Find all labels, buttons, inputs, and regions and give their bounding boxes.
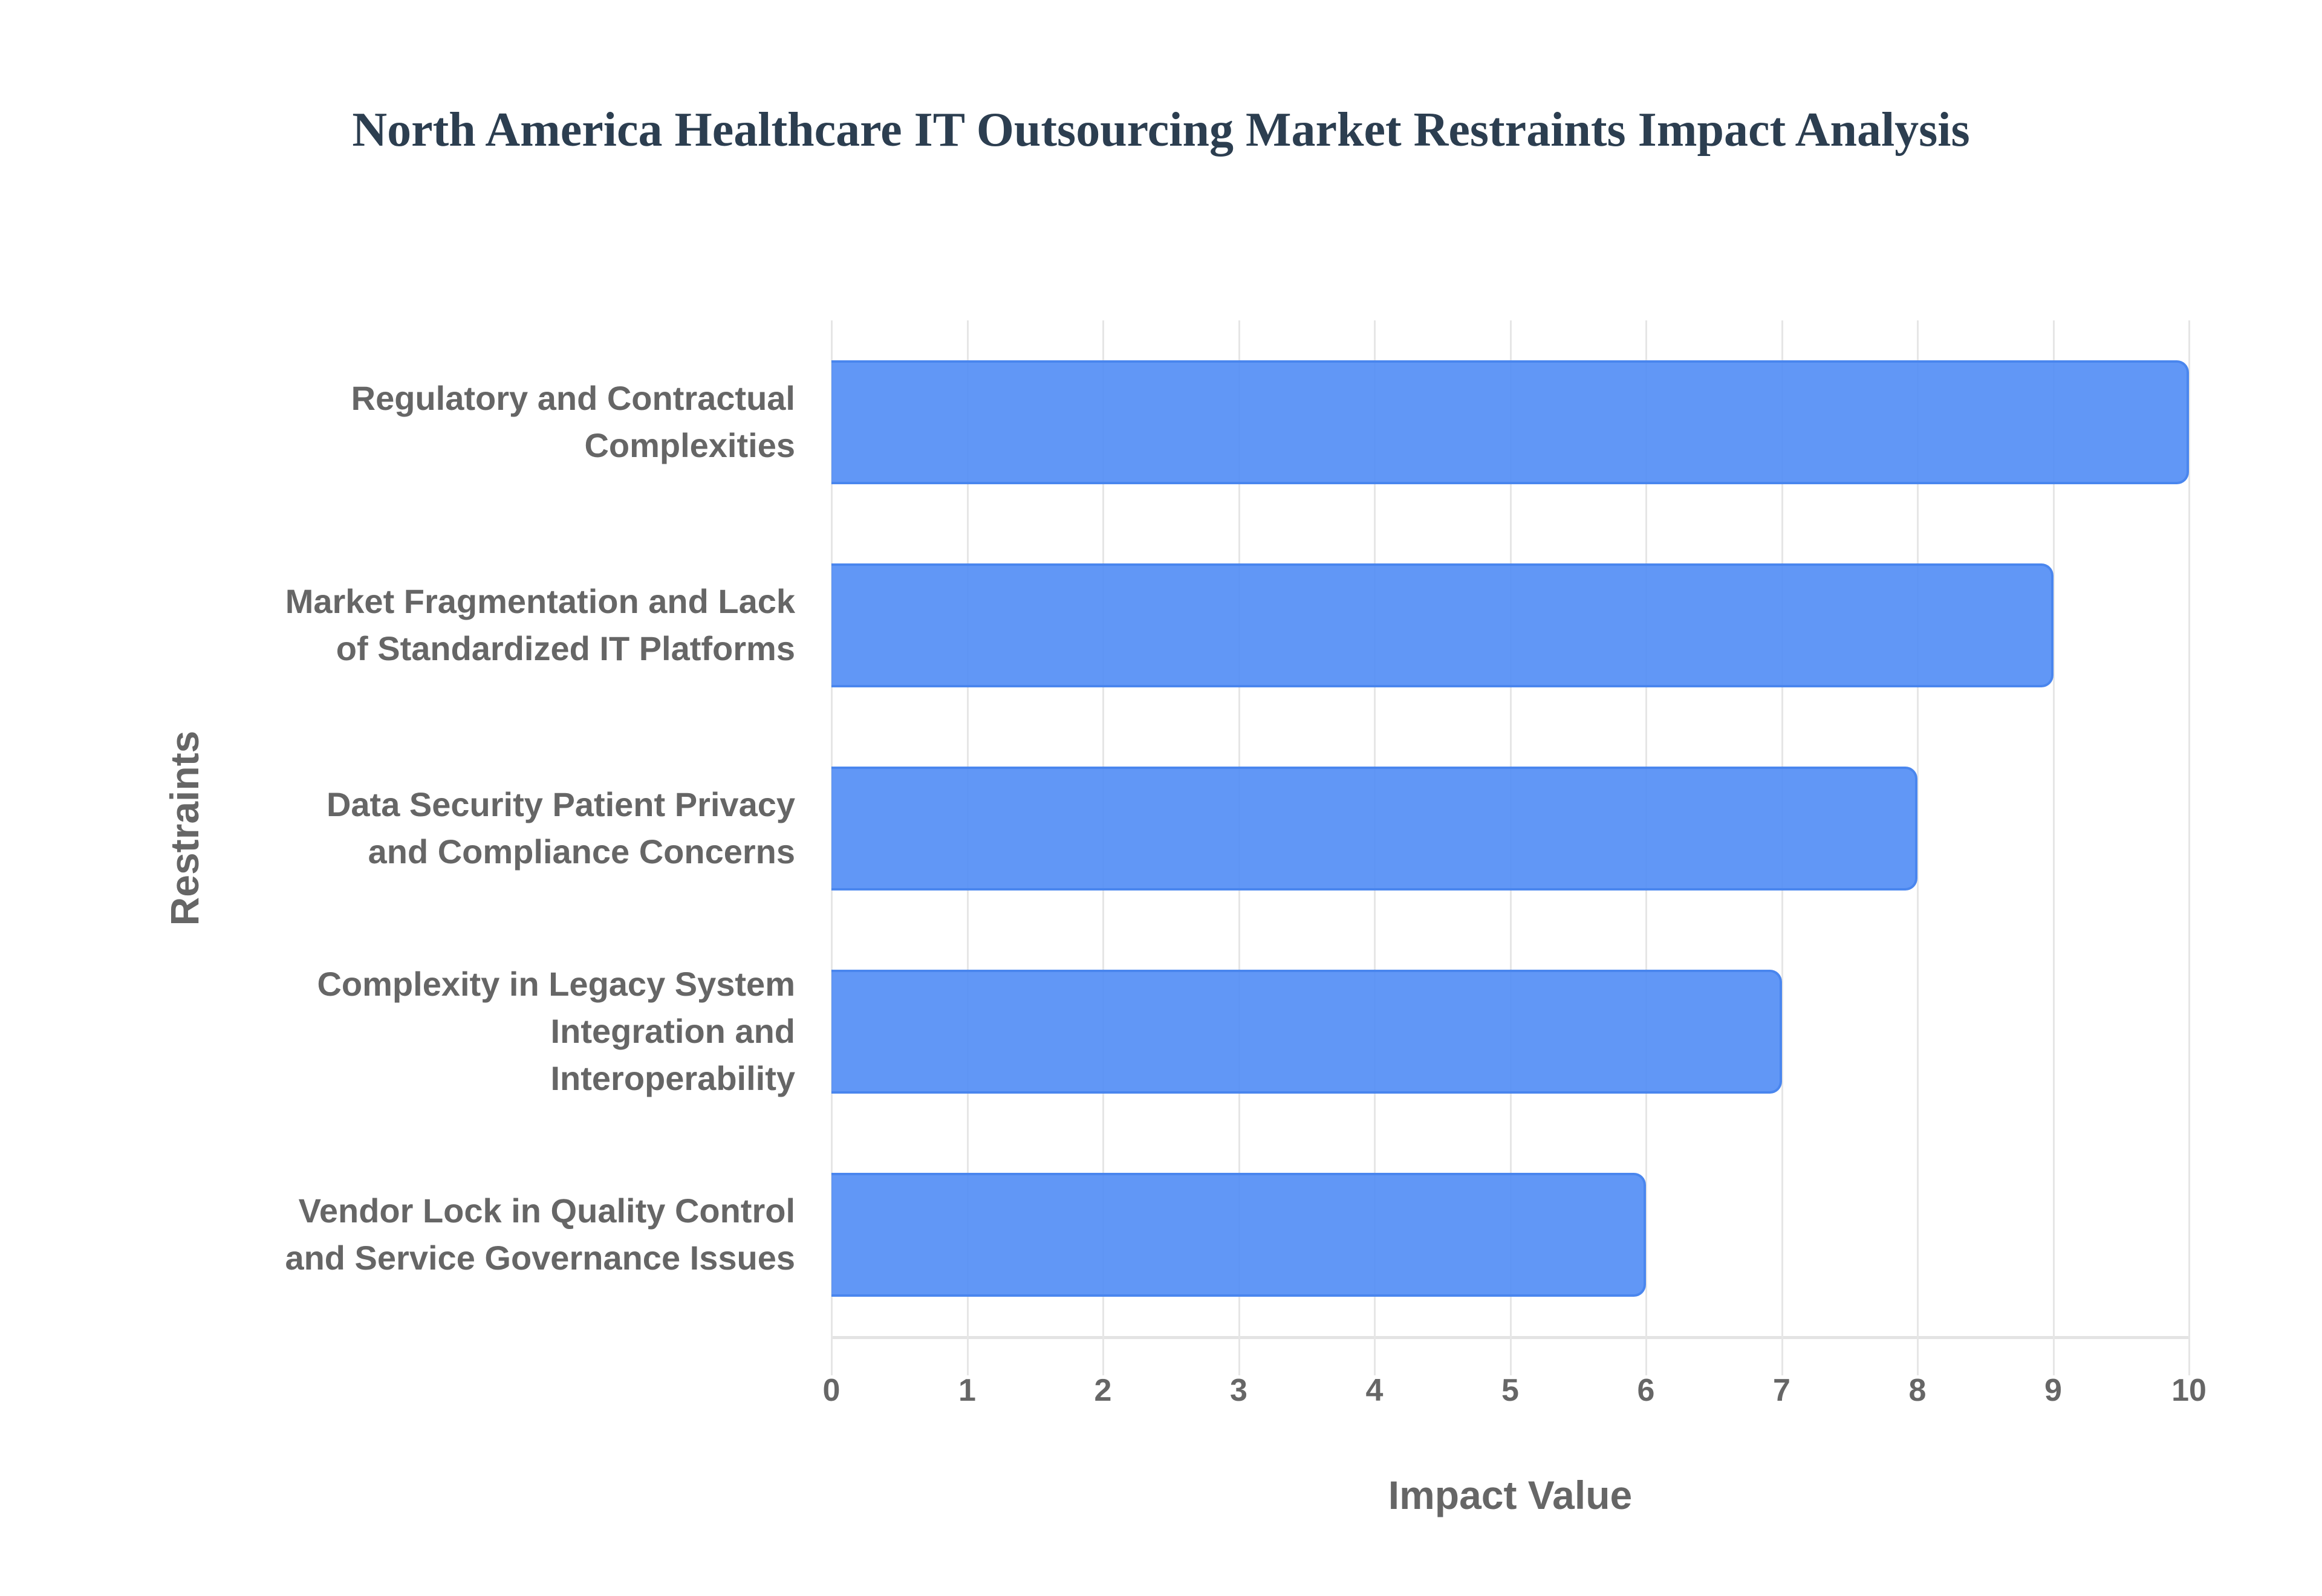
x-tick-label: 2 — [1094, 1373, 1112, 1408]
category-label: Data Security Patient Privacy and Complia… — [251, 781, 795, 875]
x-tick-label: 0 — [822, 1373, 841, 1408]
plot-area — [831, 320, 2190, 1375]
x-tick-label: 6 — [1637, 1373, 1655, 1408]
category-label-line: Complexities — [584, 426, 795, 464]
x-tick-label: 8 — [1908, 1373, 1927, 1408]
gridline — [2052, 320, 2055, 1375]
category-label-line: and Service Governance Issues — [285, 1239, 795, 1277]
category-label: Complexity in Legacy System Integration a… — [251, 961, 795, 1102]
category-label-line: of Standardized IT Platforms — [336, 629, 795, 667]
x-tick-label: 1 — [958, 1373, 976, 1408]
bar[interactable] — [831, 360, 2189, 484]
y-axis-label: Restraints — [162, 730, 207, 926]
gridline — [1917, 320, 1919, 1375]
category-label-line: Market Fragmentation and Lack — [285, 582, 795, 620]
category-label: Vendor Lock in Quality Control and Servic… — [251, 1187, 795, 1282]
category-label: Market Fragmentation and Lack of Standard… — [251, 578, 795, 672]
category-label-line: Interoperability — [550, 1059, 795, 1097]
x-tick-label: 9 — [2044, 1373, 2062, 1408]
x-tick-label: 7 — [1773, 1373, 1790, 1408]
bar[interactable] — [831, 767, 1917, 890]
category-label-line: Vendor Lock in Quality Control — [298, 1192, 795, 1230]
bar[interactable] — [831, 563, 2054, 687]
category-label-line: Integration and — [550, 1012, 795, 1050]
bar[interactable] — [831, 1173, 1646, 1297]
gridline — [2188, 320, 2190, 1375]
x-tick-label: 5 — [1501, 1373, 1519, 1408]
x-tick-label: 3 — [1230, 1373, 1247, 1408]
x-tick-label: 10 — [2171, 1373, 2207, 1408]
category-label-line: Data Security Patient Privacy — [326, 785, 795, 823]
chart-title: North America Healthcare IT Outsourcing … — [352, 103, 1970, 157]
x-tick-label: 4 — [1365, 1373, 1384, 1408]
category-label-line: and Compliance Concerns — [368, 832, 795, 871]
category-label-line: Complexity in Legacy System — [317, 965, 795, 1003]
bar[interactable] — [831, 970, 1782, 1094]
category-label-line: Regulatory and Contractual — [351, 379, 795, 417]
x-axis-label: Impact Value — [1388, 1473, 1633, 1517]
category-label: Regulatory and Contractual Complexities — [251, 375, 795, 469]
